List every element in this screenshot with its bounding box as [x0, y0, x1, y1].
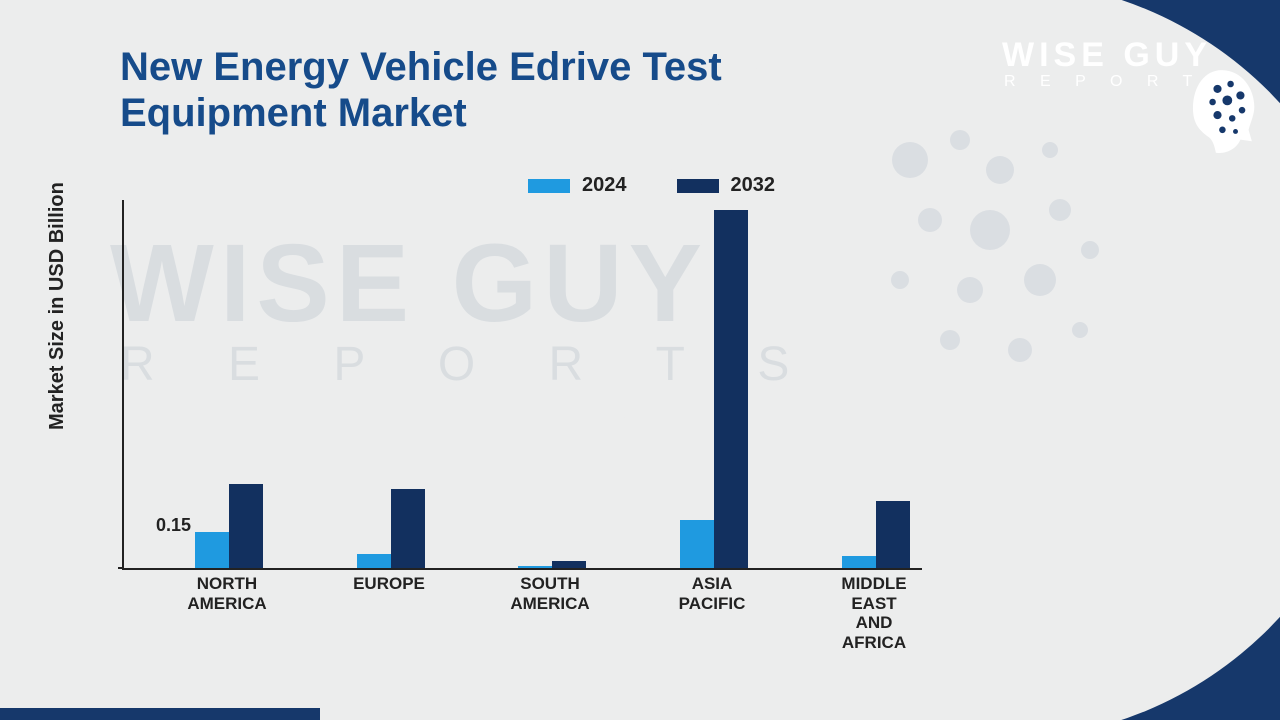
bar-value-label: 0.15 — [156, 515, 191, 536]
legend: 2024 2032 — [528, 174, 775, 197]
plot-area: 0.15 — [122, 200, 922, 570]
x-axis-label: MIDDLEEASTANDAFRICA — [799, 574, 949, 652]
x-axis-label: ASIAPACIFIC — [637, 574, 787, 613]
footer-strip — [0, 708, 320, 720]
legend-swatch-2024 — [528, 179, 570, 193]
bar — [195, 532, 229, 568]
legend-item-2024: 2024 — [528, 174, 627, 197]
bar-chart: Market Size in USD Billion 2024 2032 0.1… — [78, 170, 948, 680]
legend-label-2032: 2032 — [731, 174, 776, 197]
brand-logo: WISE GUY R E P O R T S — [1002, 36, 1252, 91]
bar — [518, 566, 552, 568]
bar — [876, 501, 910, 568]
legend-label-2024: 2024 — [582, 174, 627, 197]
x-axis-label: EUROPE — [314, 574, 464, 594]
bar — [229, 484, 263, 568]
brand-head-icon — [1175, 66, 1260, 156]
bar — [680, 520, 714, 568]
x-axis-label: NORTHAMERICA — [152, 574, 302, 613]
legend-item-2032: 2032 — [677, 174, 776, 197]
legend-swatch-2032 — [677, 179, 719, 193]
bar — [842, 556, 876, 568]
bar — [357, 554, 391, 568]
chart-canvas: WISE GUY R E P O R T S New Energy Vehicl… — [0, 0, 1280, 720]
chart-title: New Energy Vehicle Edrive Test Equipment… — [120, 44, 840, 136]
bar — [714, 210, 748, 568]
y-axis-label: Market Size in USD Billion — [46, 182, 69, 430]
bar — [391, 489, 425, 568]
x-axis-label: SOUTHAMERICA — [475, 574, 625, 613]
y-axis-origin-tick — [118, 567, 124, 569]
bar — [552, 561, 586, 568]
